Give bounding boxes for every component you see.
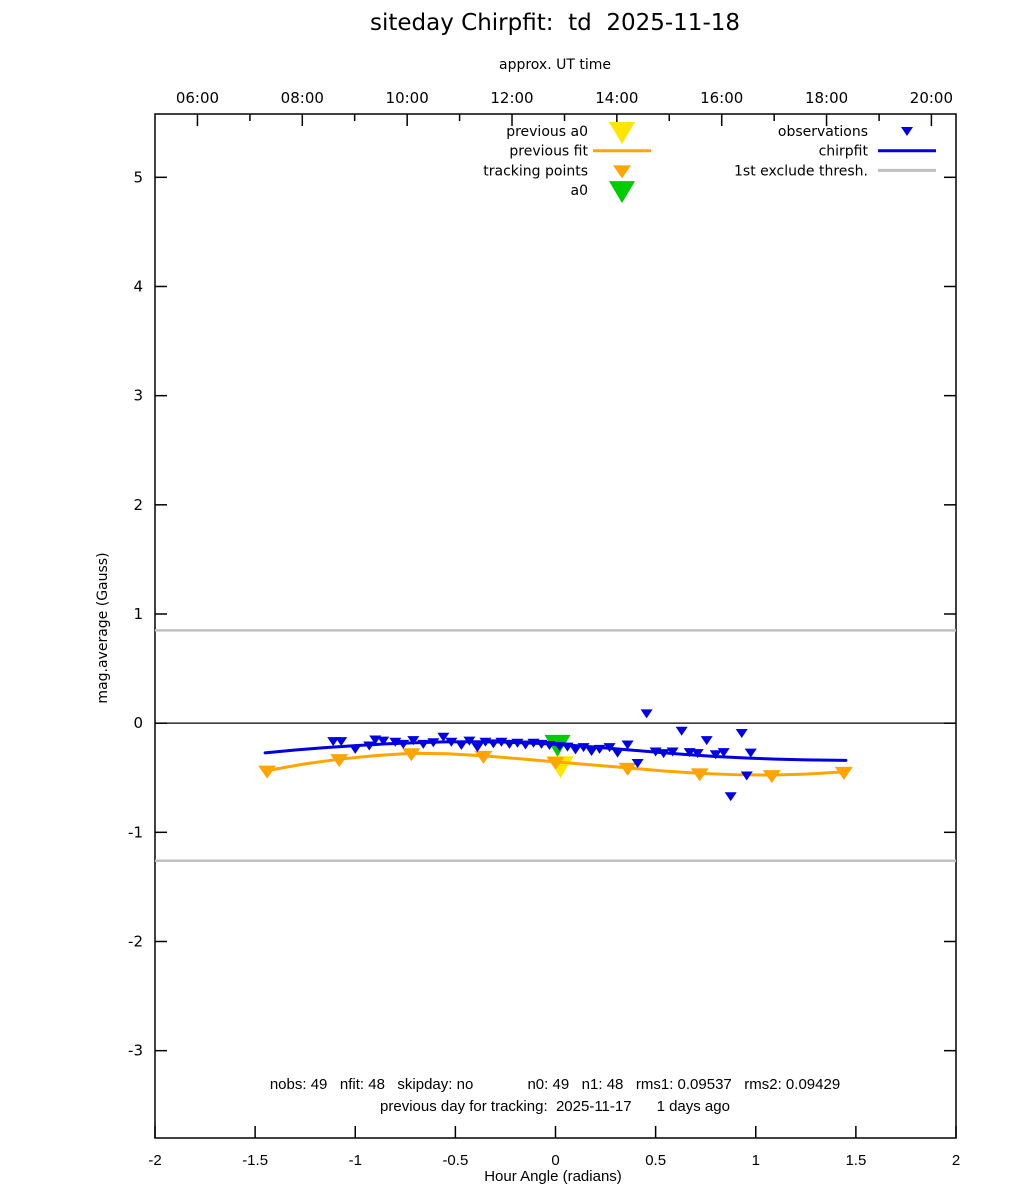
x-tick-label: 0.5 (645, 1152, 666, 1169)
legend-label: 1st exclude thresh. (734, 163, 868, 179)
observation-marker (577, 743, 590, 753)
observation-marker (640, 709, 653, 719)
top-axis-title: approx. UT time (499, 57, 611, 73)
y-tick-label: 4 (133, 277, 143, 295)
time-tick-label: 16:00 (700, 89, 743, 107)
observation-marker (377, 736, 390, 746)
observation-marker (327, 737, 340, 747)
time-tick-label: 10:00 (386, 89, 429, 107)
observation-marker (603, 743, 616, 753)
legend-marker-sample (901, 127, 913, 136)
tracking-point-marker (330, 754, 349, 768)
stats-line-2: previous day for tracking: 2025-11-17 1 … (380, 1098, 730, 1115)
legend-marker-sample (609, 122, 635, 144)
observation-marker (691, 749, 704, 759)
time-tick-label: 18:00 (805, 89, 848, 107)
tracking-point-marker (834, 766, 853, 780)
observation-marker (631, 759, 644, 769)
observation-marker (717, 748, 730, 758)
observation-marker (709, 750, 722, 760)
stats-line-1: nobs: 49 nfit: 48 skipday: no n0: 49 n1:… (269, 1076, 841, 1093)
legend-label: tracking points (483, 163, 588, 179)
observation-marker (397, 739, 410, 749)
observation-marker (585, 746, 598, 756)
observation-marker (463, 736, 476, 746)
tracking-point-marker (690, 768, 709, 782)
y-tick-label: -3 (128, 1042, 143, 1060)
observation-marker (445, 737, 458, 747)
observation-marker (744, 748, 757, 758)
legend-label: previous fit (509, 144, 588, 160)
y-tick-label: 2 (133, 496, 143, 514)
observation-marker (487, 739, 500, 749)
observation-marker (700, 736, 713, 746)
observation-marker (611, 748, 624, 758)
time-tick-label: 08:00 (281, 89, 324, 107)
tracking-point-marker (762, 770, 781, 784)
x-axis-title: Hour Angle (radians) (484, 1168, 622, 1185)
observation-marker (561, 742, 574, 752)
tracking-point-marker (618, 762, 637, 776)
y-tick-label: 3 (133, 387, 143, 405)
time-tick-label: 20:00 (910, 89, 953, 107)
tracking-point-marker (258, 765, 277, 779)
observation-marker (553, 742, 566, 752)
tracking-point-marker (546, 756, 565, 770)
tracking-point-marker (474, 750, 493, 764)
observation-marker (349, 744, 362, 754)
time-tick-label: 06:00 (176, 89, 219, 107)
legend-marker-sample (613, 165, 631, 179)
observation-marker (427, 738, 440, 748)
observation-marker (335, 737, 348, 747)
tracking-point-marker (402, 748, 421, 762)
x-tick-label: -0.5 (442, 1152, 468, 1169)
observation-marker (735, 728, 748, 738)
x-tick-label: 1 (752, 1152, 760, 1169)
x-tick-label: -1 (349, 1152, 362, 1169)
x-tick-label: 2 (952, 1152, 960, 1169)
observation-marker (621, 740, 634, 750)
observation-marker (503, 739, 516, 749)
observation-marker (455, 740, 468, 750)
observation-marker (519, 740, 532, 750)
plot-frame (154, 113, 957, 1139)
observation-marker (569, 745, 582, 755)
observation-marker (675, 726, 688, 736)
observation-marker (543, 740, 556, 750)
legend-marker-sample (609, 181, 635, 204)
observation-marker (657, 749, 670, 759)
x-tick-label: 1.5 (845, 1152, 866, 1169)
x-tick-label: 0 (551, 1152, 559, 1169)
x-tick-label: -1.5 (242, 1152, 268, 1169)
legend-label: a0 (571, 183, 589, 199)
x-tick-label: -2 (148, 1152, 161, 1169)
observation-marker (471, 743, 484, 753)
legend-label: chirpfit (819, 144, 869, 160)
observation-marker (740, 771, 753, 781)
observation-marker (724, 792, 737, 802)
chart-title: siteday Chirpfit: td 2025-11-18 (369, 10, 741, 36)
observation-marker (593, 744, 606, 754)
observation-marker (437, 732, 450, 742)
time-tick-label: 14:00 (595, 89, 638, 107)
time-tick-label: 12:00 (490, 89, 533, 107)
observation-marker (666, 747, 679, 757)
observation-marker (363, 741, 376, 751)
y-tick-label: -2 (128, 932, 143, 950)
legend-label: previous a0 (506, 124, 588, 140)
y-tick-label: 0 (133, 714, 143, 732)
y-tick-label: -1 (128, 823, 143, 841)
y-tick-label: 1 (133, 605, 143, 623)
observation-marker (417, 739, 430, 749)
y-tick-label: 5 (133, 168, 143, 186)
observation-marker (407, 736, 420, 746)
legend-label: observations (778, 124, 868, 140)
